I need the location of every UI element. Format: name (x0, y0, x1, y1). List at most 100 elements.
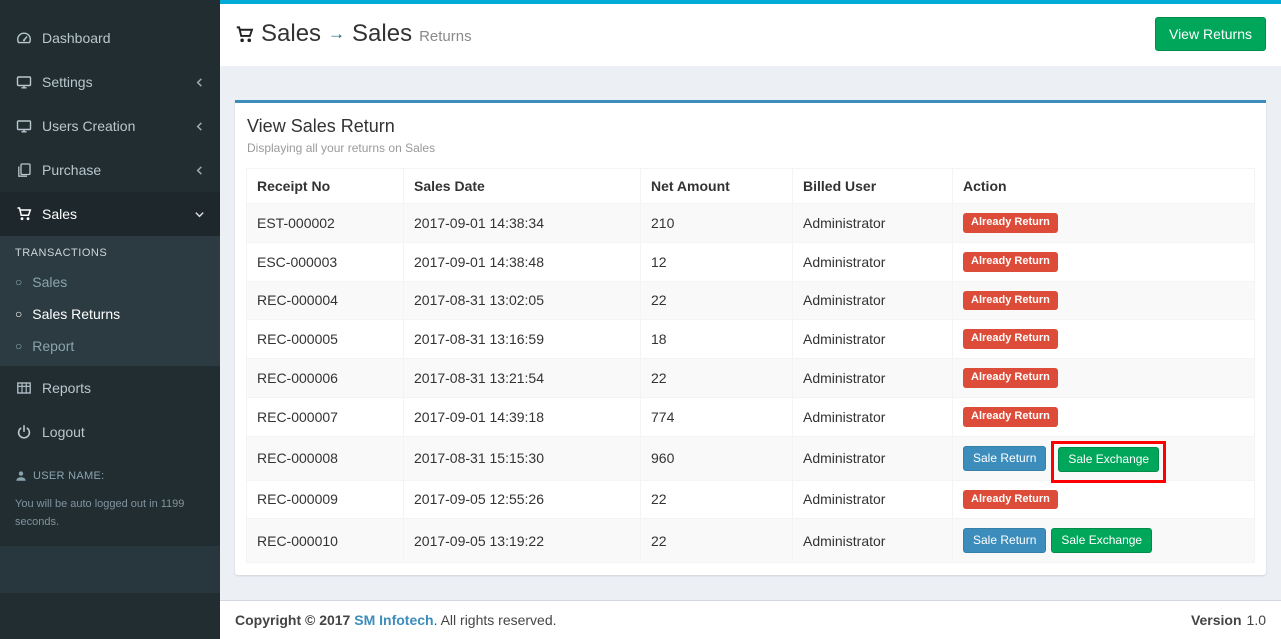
top-accent-strip (220, 0, 1281, 4)
net-amount-cell: 22 (640, 479, 793, 520)
already-return-badge: Already Return (963, 251, 1058, 272)
already-return-badge: Already Return (963, 489, 1058, 510)
billed-user-cell: Administrator (792, 479, 953, 520)
sidebar-item-purchase[interactable]: Purchase (0, 148, 220, 192)
sidebar-item-label: Dashboard (42, 30, 111, 46)
receipt-no-cell: ESC-000003 (246, 241, 404, 282)
copyright-text: Copyright © 2017 SM Infotech. All rights… (235, 612, 557, 628)
sidebar-decoration-block (0, 546, 220, 594)
table-row: REC-000005 2017-08-31 13:16:59 18 Admini… (246, 319, 1255, 359)
action-cell: Already Return (952, 280, 1255, 321)
table-row: REC-000006 2017-08-31 13:21:54 22 Admini… (246, 358, 1255, 398)
receipt-no-cell: REC-000010 (246, 518, 404, 564)
sales-date-cell: 2017-09-01 14:38:48 (403, 241, 641, 282)
action-cell: Sale Return Sale Exchange (952, 435, 1255, 483)
sale-exchange-button[interactable]: Sale Exchange (1051, 528, 1153, 554)
panel-subtitle: Displaying all your returns on Sales (247, 141, 436, 155)
company-link[interactable]: SM Infotech (354, 612, 434, 628)
submenu-item-sales-returns[interactable]: ○ Sales Returns (0, 298, 220, 330)
footer: Copyright © 2017 SM Infotech. All rights… (220, 600, 1281, 639)
content-area: View Sales Return Displaying all your re… (220, 66, 1281, 600)
chevron-left-icon (194, 77, 205, 88)
net-amount-cell: 774 (640, 396, 793, 437)
circle-icon: ○ (15, 339, 23, 353)
submenu-item-label: Sales Returns (32, 306, 121, 322)
breadcrumb-sales-page: Sales (352, 20, 413, 47)
sales-date-cell: 2017-08-31 13:02:05 (403, 280, 641, 321)
user-icon (15, 470, 27, 482)
sidebar-item-dashboard[interactable]: Dashboard (0, 16, 220, 60)
chevron-down-icon (194, 209, 205, 220)
sidebar: Dashboard Settings Users Creation (0, 0, 220, 639)
column-header-action: Action (952, 168, 1255, 204)
table-header-row: Receipt No Sales Date Net Amount Billed … (246, 168, 1255, 204)
billed-user-cell: Administrator (792, 280, 953, 321)
action-cell: Already Return (952, 241, 1255, 282)
receipt-no-cell: REC-000009 (246, 479, 404, 520)
sales-date-cell: 2017-08-31 13:16:59 (403, 319, 641, 359)
sidebar-item-reports[interactable]: Reports (0, 366, 220, 410)
sidebar-item-logout[interactable]: Logout (0, 410, 220, 454)
sales-returns-table-body: EST-000002 2017-09-01 14:38:34 210 Admin… (246, 203, 1255, 564)
action-cell: Already Return (952, 319, 1255, 359)
table-row: REC-000004 2017-08-31 13:02:05 22 Admini… (246, 280, 1255, 321)
billed-user-cell: Administrator (792, 241, 953, 282)
chevron-left-icon (194, 165, 205, 176)
table-icon (15, 380, 32, 397)
net-amount-cell: 22 (640, 280, 793, 321)
already-return-badge: Already Return (963, 213, 1058, 233)
net-amount-cell: 22 (640, 518, 793, 564)
panel-title: View Sales Return (247, 116, 395, 136)
circle-icon: ○ (15, 307, 23, 321)
table-row: REC-000007 2017-09-01 14:39:18 774 Admin… (246, 396, 1255, 437)
sale-exchange-button[interactable]: Sale Exchange (1058, 447, 1160, 472)
sidebar-item-users-creation[interactable]: Users Creation (0, 104, 220, 148)
billed-user-cell: Administrator (792, 396, 953, 437)
net-amount-cell: 960 (640, 435, 793, 481)
auto-logout-notice: You will be auto logged out in 1199 seco… (15, 498, 185, 529)
version-value: 1.0 (1246, 612, 1266, 628)
submenu-item-report[interactable]: ○ Report (0, 330, 220, 362)
receipt-no-cell: REC-000007 (246, 396, 404, 437)
table-row: EST-000002 2017-09-01 14:38:34 210 Admin… (246, 203, 1255, 243)
receipt-no-cell: REC-000006 (246, 358, 404, 398)
sale-return-button[interactable]: Sale Return (963, 445, 1047, 471)
submenu-item-label: Report (32, 338, 75, 354)
sales-submenu: TRANSACTIONS ○ Sales ○ Sales Returns ○ R… (0, 236, 220, 366)
already-return-badge: Already Return (963, 329, 1058, 349)
action-cell: Already Return (952, 396, 1255, 437)
breadcrumb-returns: Returns (419, 28, 472, 45)
billed-user-cell: Administrator (792, 203, 953, 243)
display-icon (15, 74, 32, 91)
table-row: REC-000010 2017-09-05 13:19:22 22 Admini… (246, 518, 1255, 564)
sidebar-menu-bottom: Reports Logout (0, 366, 220, 454)
column-header-billed-user: Billed User (792, 168, 953, 204)
action-cell: Already Return (952, 358, 1255, 398)
net-amount-cell: 18 (640, 319, 793, 359)
user-panel: USER NAME: (0, 454, 220, 486)
sidebar-item-settings[interactable]: Settings (0, 60, 220, 104)
sales-date-cell: 2017-08-31 15:15:30 (403, 435, 641, 481)
sales-date-cell: 2017-09-01 14:39:18 (403, 396, 641, 437)
version-label: Version (1190, 612, 1242, 628)
page-title: Sales → Sales Returns (235, 20, 472, 48)
action-cell: Already Return (952, 203, 1255, 243)
table-row: REC-000009 2017-09-05 12:55:26 22 Admini… (246, 479, 1255, 520)
sale-return-button[interactable]: Sale Return (963, 528, 1047, 554)
copy-icon (15, 162, 32, 179)
view-returns-button[interactable]: View Returns (1154, 17, 1266, 51)
cart-icon (235, 25, 254, 44)
receipt-no-cell: REC-000004 (246, 280, 404, 321)
already-return-badge: Already Return (963, 368, 1058, 388)
arrow-right-icon: → (328, 24, 346, 43)
dashboard-icon (15, 30, 32, 47)
receipt-no-cell: REC-000008 (246, 435, 404, 481)
sidebar-item-label: Sales (42, 206, 78, 222)
sidebar-menu: Dashboard Settings Users Creation (0, 0, 220, 236)
sales-date-cell: 2017-09-05 13:19:22 (403, 518, 641, 564)
sales-date-cell: 2017-09-05 12:55:26 (403, 479, 641, 520)
transactions-section-header: TRANSACTIONS (15, 247, 108, 259)
content-header: Sales → Sales Returns View Returns (220, 4, 1281, 66)
submenu-item-sales[interactable]: ○ Sales (0, 266, 220, 298)
sidebar-item-sales[interactable]: Sales (0, 192, 220, 236)
